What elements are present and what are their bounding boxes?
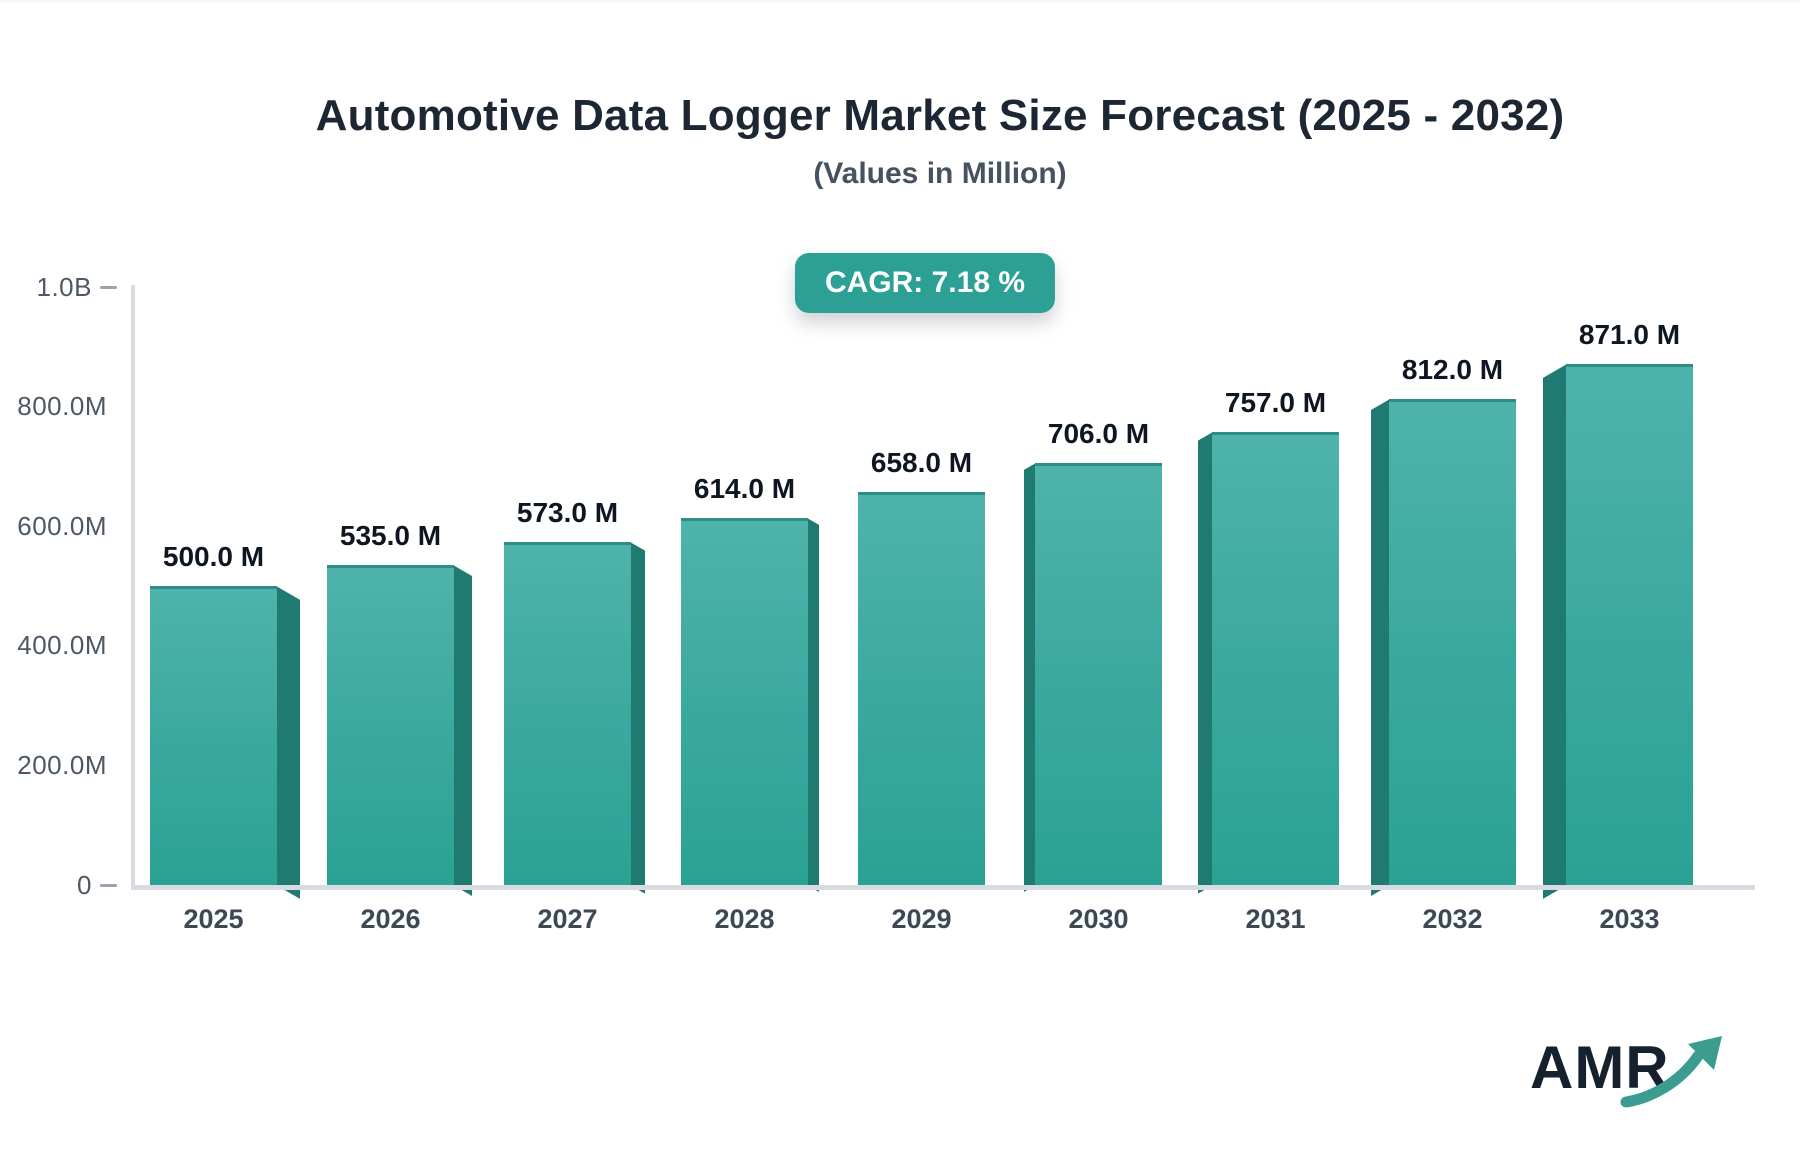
x-axis-label-2031: 2031	[1245, 904, 1306, 934]
y-axis-tick: 200.0M	[0, 750, 117, 780]
x-axis-label-2026: 2026	[360, 904, 421, 934]
bar-value-label-2032: 812.0 M	[1401, 354, 1504, 385]
bar-value-label-2028: 614.0 M	[693, 473, 796, 504]
y-axis-line	[131, 285, 135, 890]
x-axis-label-2030: 2030	[1068, 904, 1129, 934]
brand-logo-text: AMR	[1530, 1034, 1670, 1101]
y-axis-tick: 600.0M	[0, 511, 117, 541]
bar-3d-side-2025	[276, 586, 300, 899]
chart-subtitle: (Values in Million)	[813, 157, 1067, 190]
y-axis-tick-dash	[100, 883, 117, 887]
brand-logo: AMR	[1530, 1030, 1730, 1120]
x-axis-label-2032: 2032	[1422, 904, 1483, 934]
bar-value-label-2033: 871.0 M	[1578, 319, 1681, 350]
y-axis-tick-label: 0	[77, 869, 92, 900]
bar-3d-side-2027	[630, 542, 645, 894]
bar-3d-side-2033	[1543, 364, 1567, 899]
bar-2031[interactable]	[1212, 432, 1339, 885]
bar-3d-side-2028	[807, 518, 819, 892]
bar-value-label-2026: 535.0 M	[339, 520, 442, 551]
y-axis-tick-label: 400.0M	[17, 630, 107, 661]
bar-2030[interactable]	[1035, 463, 1162, 885]
x-axis-label-2027: 2027	[537, 904, 598, 934]
y-axis-tick: 0	[0, 870, 117, 900]
x-axis-label-2033: 2033	[1599, 904, 1660, 934]
page-edge-strip	[0, 0, 1800, 3]
bar-value-label-2029: 658.0 M	[870, 447, 973, 478]
x-axis-line	[131, 885, 1755, 890]
y-axis-tick: 1.0B	[0, 272, 117, 302]
x-axis-label-2025: 2025	[183, 904, 244, 934]
growth-arrow-icon	[1620, 1036, 1722, 1108]
bar-3d-side-2031	[1198, 432, 1213, 894]
y-axis-tick: 400.0M	[0, 630, 117, 661]
bar-value-label-2025: 500.0 M	[162, 541, 265, 572]
y-axis-tick: 800.0M	[0, 391, 117, 422]
bar-2027[interactable]	[504, 542, 631, 885]
y-axis-tick-label: 1.0B	[36, 271, 92, 302]
bar-value-label-2030: 706.0 M	[1047, 418, 1150, 449]
y-axis-tick-dash	[100, 285, 117, 289]
x-axis-label-2028: 2028	[714, 904, 775, 934]
bar-2029[interactable]	[858, 492, 985, 885]
y-axis-tick-label: 200.0M	[17, 749, 107, 780]
bar-2033[interactable]	[1566, 364, 1693, 885]
y-axis-tick-label: 600.0M	[17, 510, 107, 541]
bar-2025[interactable]	[150, 586, 277, 885]
bar-2026[interactable]	[327, 565, 454, 885]
x-axis-label-2029: 2029	[891, 904, 952, 934]
bar-2028[interactable]	[681, 518, 808, 885]
bar-3d-side-2032	[1371, 399, 1390, 896]
y-axis-tick-label: 800.0M	[17, 391, 107, 422]
chart-title: Automotive Data Logger Market Size Forec…	[315, 91, 1565, 140]
chart-header: Automotive Data Logger Market Size Forec…	[0, 90, 1800, 192]
bar-2032[interactable]	[1389, 399, 1516, 885]
cagr-badge: CAGR: 7.18 %	[794, 253, 1056, 313]
bar-3d-side-2026	[453, 565, 472, 896]
bar-value-label-2027: 573.0 M	[516, 497, 619, 528]
bar-value-label-2031: 757.0 M	[1224, 387, 1327, 418]
